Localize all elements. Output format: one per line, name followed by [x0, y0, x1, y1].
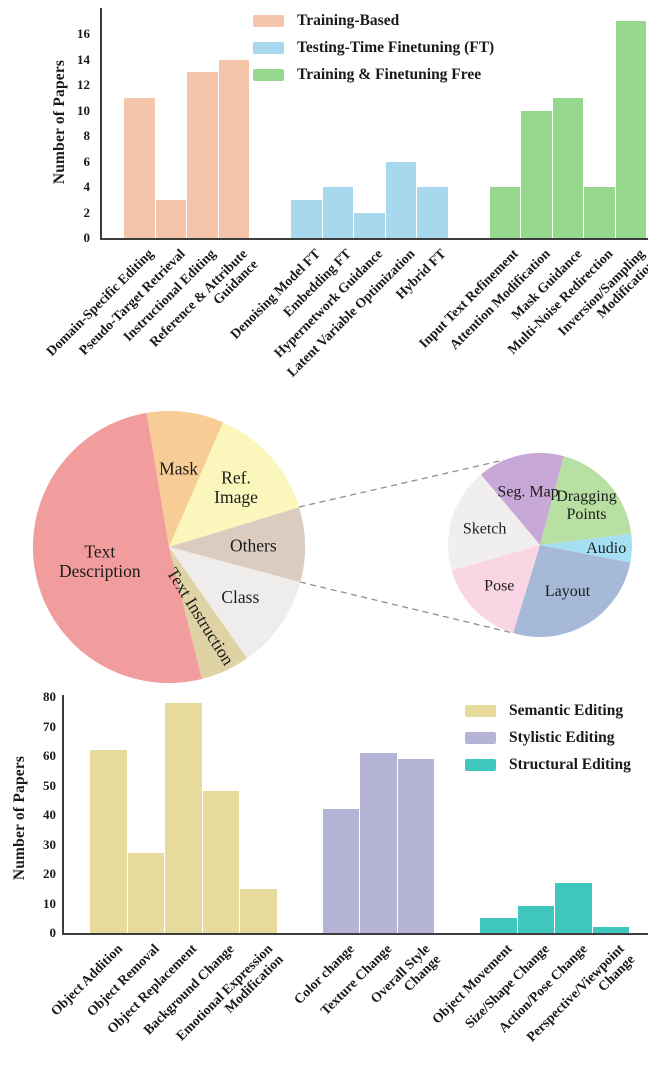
y-tick-label: 8 [83, 128, 91, 143]
legend-swatch-stylistic-editing [465, 732, 496, 744]
legend-swatch-structural-editing [465, 759, 496, 771]
pie-slice-seg-map [480, 452, 564, 545]
pie-slice-others [169, 507, 306, 583]
y-tick-label: 12 [77, 77, 90, 92]
bar-object-addition [90, 750, 127, 933]
pie-slice-class [169, 547, 301, 659]
pie-label-seg-map: Seg. Map [497, 484, 558, 501]
pie-slice-ref-image [169, 422, 300, 547]
y-axis-line [62, 695, 64, 933]
guidance-modality-pies: Mask Ref. Image Others Class Text Instruction… [0, 398, 648, 690]
pie-slice-dragging-points [540, 456, 632, 545]
pie-label-sketch: Sketch [463, 521, 507, 538]
bar-domain-specific-editing [124, 97, 155, 238]
bar-inversion-sampling-modification [615, 21, 646, 238]
pie-slice-mask [146, 411, 224, 547]
y-tick-label: 70 [43, 718, 56, 734]
legend-label: Training & Finetuning Free [297, 66, 482, 83]
pie-label-dragging-points: Dragging Points [556, 488, 616, 523]
pie-slice-text-description [32, 412, 202, 684]
legend-label: Stylistic Editing [509, 729, 615, 746]
bar-denoising-model-ft [291, 199, 322, 238]
y-tick-label: 50 [43, 777, 56, 793]
legend-label: Training-Based [297, 12, 400, 29]
x-axis-line [62, 933, 648, 935]
pie-label-pose: Pose [484, 577, 514, 594]
legend-swatch-testing-time-finetuning-ft [253, 42, 284, 54]
legend-label: Testing-Time Finetuning (FT) [297, 39, 495, 56]
legend-item: Training & Finetuning Free [253, 66, 494, 84]
bar-hypernetwork-guidance [354, 212, 385, 238]
y-tick-label: 16 [77, 26, 90, 41]
pie-label-ref-image: Ref. Image [214, 467, 258, 507]
bar-pseudo-target-retrieval [155, 199, 186, 238]
pie-slice-pose [451, 545, 540, 633]
bar-emotional-expression-modification [240, 888, 277, 933]
editing-tasks-bar-chart: Number of Papers 0 10 20 30 40 50 60 70 80 Object… [0, 689, 648, 1065]
y-tick-label: 4 [83, 179, 91, 194]
y-tick-label: 30 [43, 836, 56, 852]
y-tick-label: 10 [77, 102, 90, 118]
bar-latent-variable-optimization [385, 161, 416, 238]
pie-label-class: Class [221, 587, 259, 607]
y-tick-label: 0 [83, 230, 91, 245]
bar-overall-style-change [397, 758, 434, 933]
bar-perspective-viewpoint-change [592, 927, 629, 933]
bar-background-change [202, 791, 239, 933]
pie-slice-text-instruction [169, 547, 247, 679]
bar-reference-attribute-guidance [218, 59, 249, 238]
bar-mask-guidance [552, 97, 583, 238]
bar-embedding-ft [322, 187, 353, 238]
legend-item: Structural Editing [465, 756, 631, 774]
bar-size-shape-change [517, 906, 554, 933]
zoom-connector-line-upper [298, 459, 505, 508]
bar-color-change [322, 809, 359, 933]
y-tick-label: 0 [49, 925, 57, 940]
pie-label-layout: Layout [545, 583, 591, 600]
bar-action-pose-change [555, 882, 592, 933]
pie-slice-sketch [448, 474, 540, 571]
bar-hybrid-ft [417, 187, 448, 238]
bar-object-movement [480, 918, 517, 933]
y-tick-label: 6 [83, 153, 91, 169]
legend-item: Stylistic Editing [465, 729, 631, 747]
bar-texture-change [360, 753, 397, 933]
pie-slice-audio [540, 533, 632, 563]
pie-label-audio: Audio [586, 540, 626, 557]
pie-slice-layout [513, 545, 631, 638]
legend: Training-Based Testing-Time Finetuning (F… [253, 12, 494, 84]
zoom-connector-line-lower [299, 581, 514, 634]
y-tick-label: 2 [83, 204, 91, 220]
bar-multi-noise-redirection [584, 187, 615, 238]
y-tick-label: 80 [43, 689, 56, 704]
pie-label-others: Others [230, 536, 277, 556]
legend-label: Structural Editing [509, 756, 631, 773]
y-tick-label: 14 [77, 51, 90, 67]
bar-instructional-editing [187, 72, 218, 238]
legend-swatch-training-based [253, 15, 284, 27]
bar-object-removal [127, 853, 164, 933]
y-tick-label: 60 [43, 748, 56, 763]
legend-item: Training-Based [253, 12, 494, 30]
legend-item: Semantic Editing [465, 702, 631, 720]
y-axis-line [100, 8, 102, 238]
y-tick-label: 40 [43, 807, 56, 822]
bar-object-replacement [165, 702, 202, 933]
y-tick-label: 10 [43, 895, 56, 911]
bar-input-text-refinement [489, 187, 520, 238]
legend-item: Testing-Time Finetuning (FT) [253, 39, 494, 57]
pie-label-text-description: Text Description [59, 542, 141, 582]
x-axis-line [100, 238, 648, 240]
y-tick-label: 20 [43, 866, 56, 881]
methods-bar-chart: Number of Papers 0 2 4 6 8 10 12 14 16 Domain-Spe… [0, 0, 648, 398]
legend-swatch-semantic-editing [465, 705, 496, 717]
legend-swatch-training-finetuning-free [253, 69, 284, 81]
pie-label-mask: Mask [159, 459, 198, 479]
bar-attention-modification [521, 110, 552, 238]
legend: Semantic Editing Stylistic Editing Structu… [465, 702, 631, 774]
legend-label: Semantic Editing [509, 702, 624, 719]
